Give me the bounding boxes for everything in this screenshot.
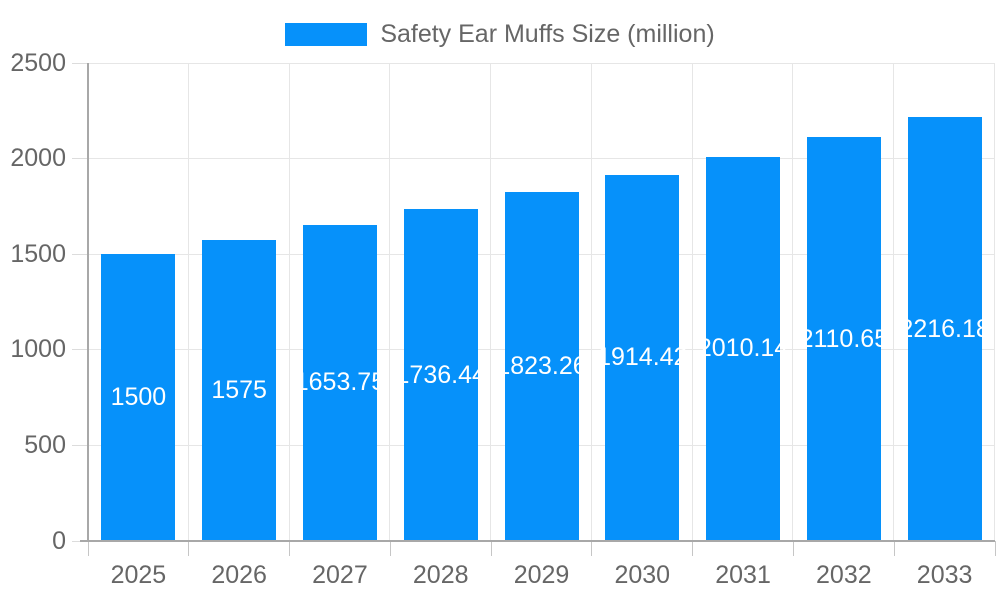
y-tick [72,349,88,351]
bar-value-label: 2216.18 [899,314,990,343]
x-gridline [994,63,995,541]
y-tick [72,158,88,160]
x-tick-label: 2032 [816,561,872,589]
y-tick-label: 1500 [10,239,66,268]
bar-value-label: 1914.42 [597,343,688,372]
bar[interactable]: 1823.26 [496,192,587,541]
x-tick [389,541,391,556]
bar[interactable]: 1575 [202,239,277,541]
x-tick [893,541,895,556]
x-tick-label: 2030 [614,561,671,589]
x-axis-line [80,540,995,542]
x-tick-label: 2025 [110,561,167,589]
bar-value-label: 1653.75 [294,368,386,397]
x-tick-label: 2033 [916,561,973,589]
y-gridline [88,158,995,160]
x-tick [591,541,593,556]
bar-value-label: 2110.65 [799,324,889,353]
bar[interactable]: 2216.18 [899,117,990,541]
y-tick-label: 0 [52,526,66,555]
chart-legend[interactable]: Safety Ear Muffs Size (million) [0,19,1000,48]
bar-value-label: 1500 [110,383,167,412]
x-gridline [490,63,492,541]
legend-label: Safety Ear Muffs Size (million) [380,19,715,48]
x-tick-label: 2029 [513,561,570,589]
y-tick-label: 500 [24,430,66,459]
bar[interactable]: 1500 [101,254,176,541]
bar[interactable]: 1914.42 [597,174,687,541]
x-gridline [792,63,794,541]
x-gridline [288,63,290,541]
x-gridline [187,63,189,541]
bar[interactable]: 1653.75 [295,224,385,541]
x-gridline [691,63,693,541]
bar[interactable]: 2110.65 [800,137,888,541]
x-gridline [389,63,391,541]
x-tick-label: 2028 [412,561,469,589]
x-tick [994,541,996,556]
x-tick [87,541,89,556]
y-gridline [88,62,995,64]
bar[interactable]: 1736.44 [396,209,486,541]
y-tick-label: 1000 [10,335,66,364]
bar-value-label: 2010.14 [697,334,789,363]
x-tick-label: 2031 [715,561,771,589]
bar[interactable]: 2010.14 [698,156,788,541]
x-tick-label: 2027 [312,561,368,589]
bar-value-label: 1823.26 [496,352,587,381]
x-gridline [893,63,895,541]
y-tick [72,62,88,64]
plot-area: 0 500 1000 1500 2000 2500 1500 2025 1575 2026 1653… [10,49,996,589]
x-tick [792,541,794,556]
x-gridline [590,63,592,541]
y-tick-label: 2000 [10,144,66,173]
bar-value-label: 1736.44 [395,360,486,389]
x-tick-label: 2026 [211,561,267,589]
bar-value-label: 1575 [211,375,267,404]
y-axis-line [87,63,89,541]
x-tick [490,541,492,556]
legend-swatch-icon [285,22,368,46]
y-tick-label: 2500 [10,48,66,77]
y-tick [72,253,88,255]
y-tick [72,444,88,446]
x-tick [692,541,694,556]
x-tick [188,541,190,556]
x-tick [289,541,291,556]
